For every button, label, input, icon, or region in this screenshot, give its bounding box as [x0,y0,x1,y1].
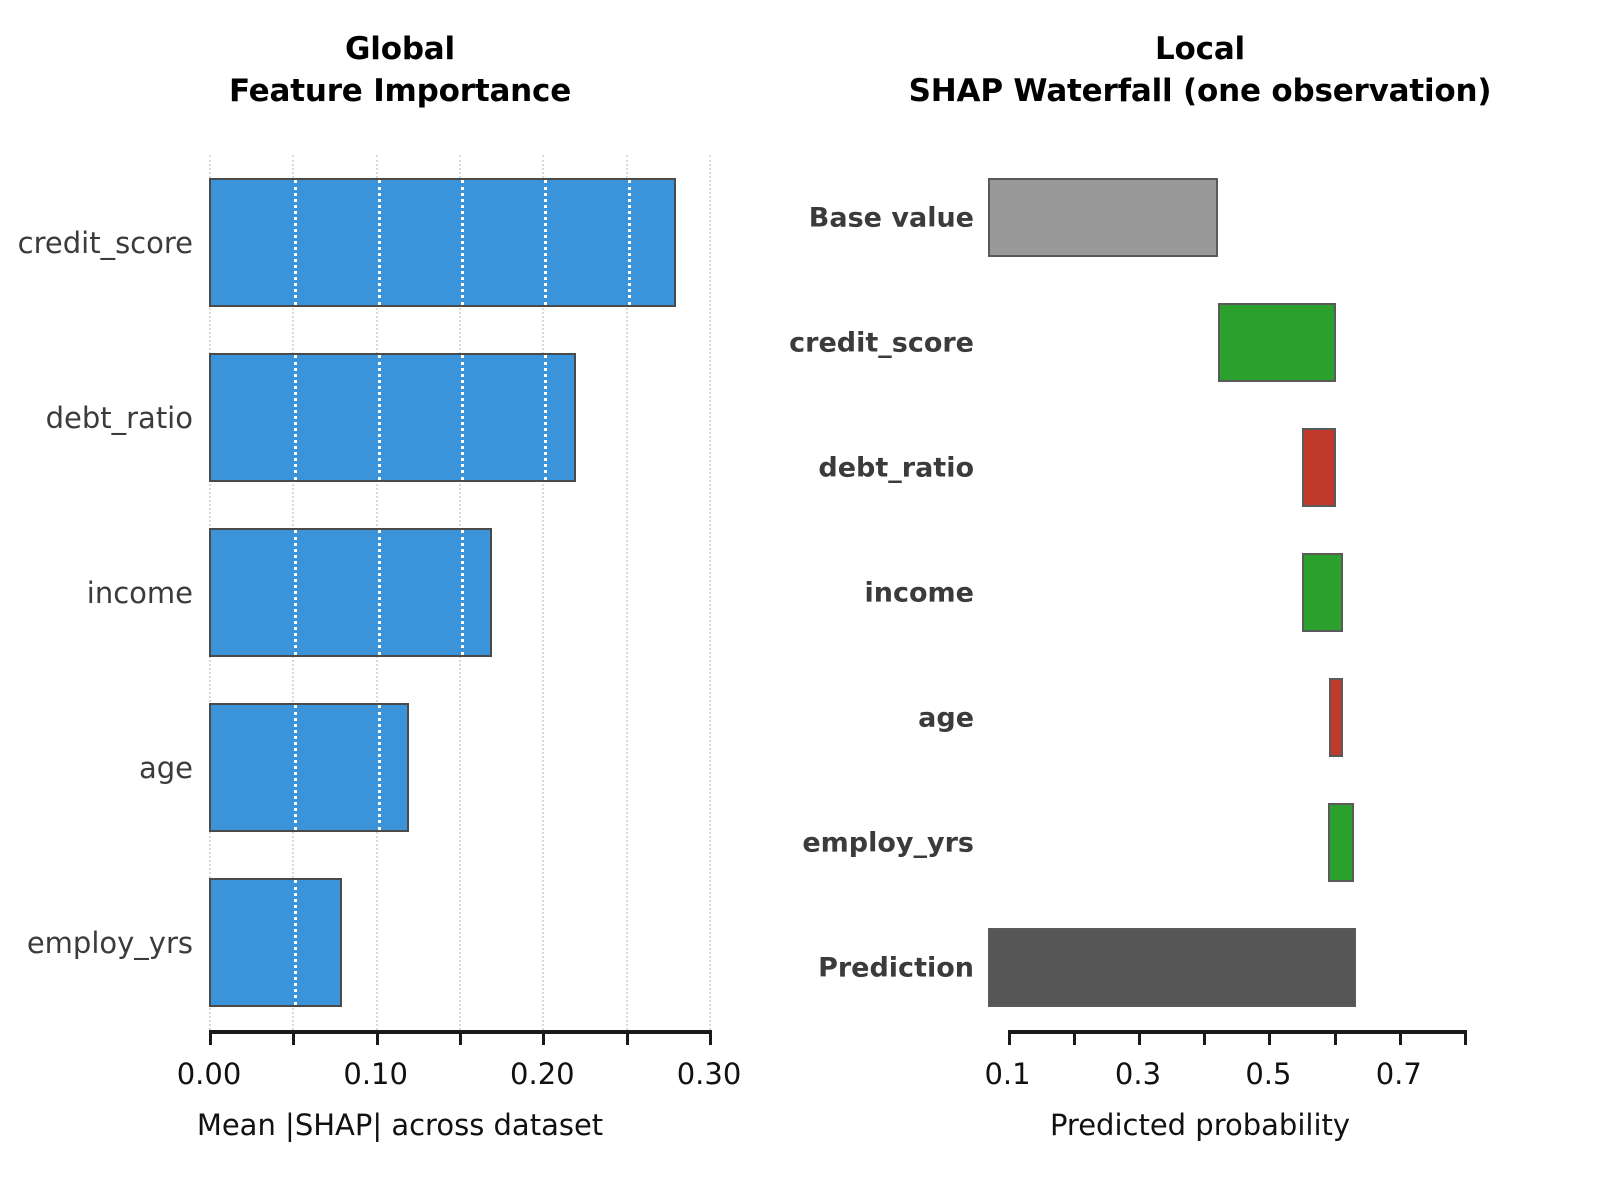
xaxis-label-waterfall: Predicted probability [1049,1108,1351,1142]
gridline-overlay [377,704,381,831]
gridline-overlay [294,179,298,306]
x-tick [625,1030,629,1045]
ytick-label-age: age [138,750,193,785]
waterfall-bar-age [1329,678,1344,757]
ytick-label-employ_yrs: employ_yrs [26,925,193,960]
panel-local-waterfall: Local SHAP Waterfall (one observation) 0… [789,0,1600,1200]
x-tick [1137,1030,1141,1045]
ytick-label-debt_ratio: debt_ratio [818,452,974,483]
x-tick [1464,1030,1467,1045]
ytick-label-base-value: Base value [808,202,974,233]
x-tick [1203,1030,1207,1045]
gridline-overlay [294,529,298,656]
gridline-overlay [377,529,381,656]
gridline-overlay [461,179,464,306]
x-tick-label: 0.30 [676,1057,742,1091]
x-tick [209,1030,212,1045]
x-tick [1072,1030,1076,1045]
gridline [542,155,545,1030]
waterfall-bar-base-value [988,178,1218,257]
gridline-overlay [294,704,298,831]
gridline-overlay [544,354,548,481]
x-tick [1398,1030,1402,1045]
x-tick [542,1030,546,1045]
x-tick-label: 0.3 [1114,1057,1162,1091]
gridline [625,155,628,1030]
waterfall-bar-debt_ratio [1301,428,1337,507]
bar-income [209,527,493,658]
gridline-overlay [461,354,464,481]
gridline-overlay [294,879,298,1006]
x-tick [709,1030,712,1045]
bar-age [209,702,409,833]
gridline-overlay [377,179,381,306]
bar-credit_score [209,177,676,308]
bar-debt_ratio [209,352,576,483]
ytick-label-prediction: Prediction [818,952,974,983]
x-axis-line [1007,1030,1464,1034]
gridline-overlay [544,179,548,306]
gridline-overlay [461,529,464,656]
ytick-label-income: income [864,577,974,608]
panel-title-local: Local SHAP Waterfall (one observation) [908,31,1492,110]
gridline-overlay [627,179,631,306]
x-tick [459,1030,462,1045]
gridline-overlay [294,354,298,481]
x-tick [1268,1030,1272,1045]
gridline [709,155,711,1030]
ytick-label-credit_score: credit_score [17,225,193,260]
x-tick [375,1030,379,1045]
ytick-label-credit_score: credit_score [789,327,974,358]
x-tick [292,1030,296,1045]
waterfall-bar-income [1301,553,1344,632]
x-tick-label: 0.20 [510,1057,575,1091]
panel-title-global: Global Feature Importance [228,31,572,110]
ytick-label-employ_yrs: employ_yrs [802,827,974,858]
xaxis-label-global: Mean |SHAP| across dataset [196,1108,604,1142]
x-tick-label: 0.5 [1245,1057,1292,1091]
x-tick-label: 0.1 [984,1057,1031,1091]
waterfall-bar-prediction [988,928,1357,1007]
x-tick [1007,1030,1011,1045]
waterfall-bar-credit_score [1217,303,1337,382]
ytick-label-age: age [918,702,974,733]
ytick-label-income: income [86,575,193,610]
gridline-overlay [377,354,381,481]
ytick-label-debt_ratio: debt_ratio [45,400,193,435]
x-tick [1333,1030,1337,1045]
panel-global-feature-importance: Global Feature Importance 0.00 0.10 0.20 0.… [17,31,742,1142]
x-tick-label: 0.7 [1375,1057,1422,1091]
waterfall-bar-employ_yrs [1327,803,1355,882]
x-tick-label: 0.10 [343,1057,408,1091]
x-tick-label: 0.00 [176,1057,242,1091]
bar-employ_yrs [209,877,343,1008]
